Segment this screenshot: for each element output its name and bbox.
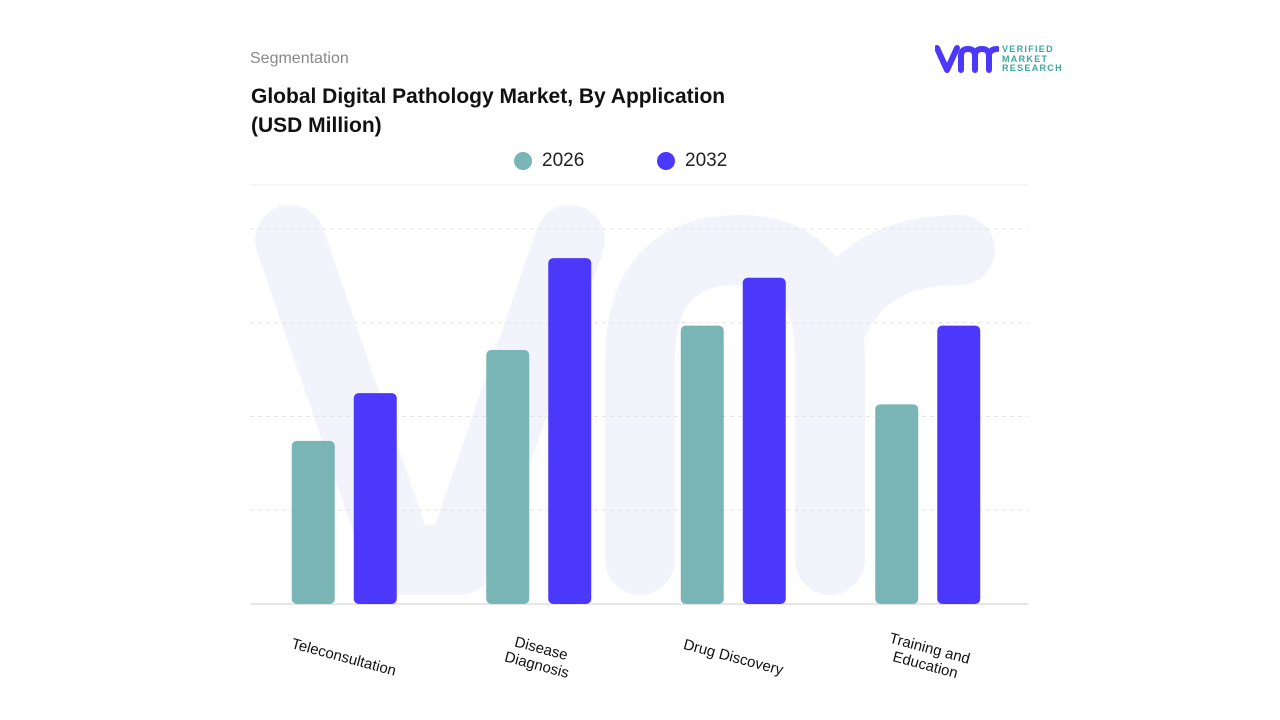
chart-title-line2: (USD Million) [251,114,382,137]
legend: 2026 2032 [0,150,1280,174]
logo-text: VERIFIED MARKET RESEARCH [1002,44,1063,73]
vmr-logo-icon [935,45,999,73]
legend-label-2026: 2026 [542,150,585,171]
bar-2026-drug-discovery [680,325,724,604]
bar-2026-disease-diagnosis [486,349,530,604]
bar-2032-teleconsultation [353,393,397,604]
bar-2032-training-and-education [937,325,981,604]
section-label: Segmentation [250,50,349,67]
chart-title-line1: Global Digital Pathology Market, By Appl… [251,85,726,108]
chart-title: Global Digital Pathology Market, By Appl… [251,82,811,140]
legend-item-2026: 2026 [514,150,584,172]
bar-2026-teleconsultation [291,440,335,604]
legend-item-2032: 2032 [657,150,727,172]
bar-2032-drug-discovery [742,277,786,604]
bar-2026-training-and-education [875,404,919,604]
legend-label-2032: 2032 [685,150,728,171]
legend-swatch-2026 [514,152,532,170]
bar-2032-disease-diagnosis [548,258,592,604]
legend-swatch-2032 [657,152,675,170]
